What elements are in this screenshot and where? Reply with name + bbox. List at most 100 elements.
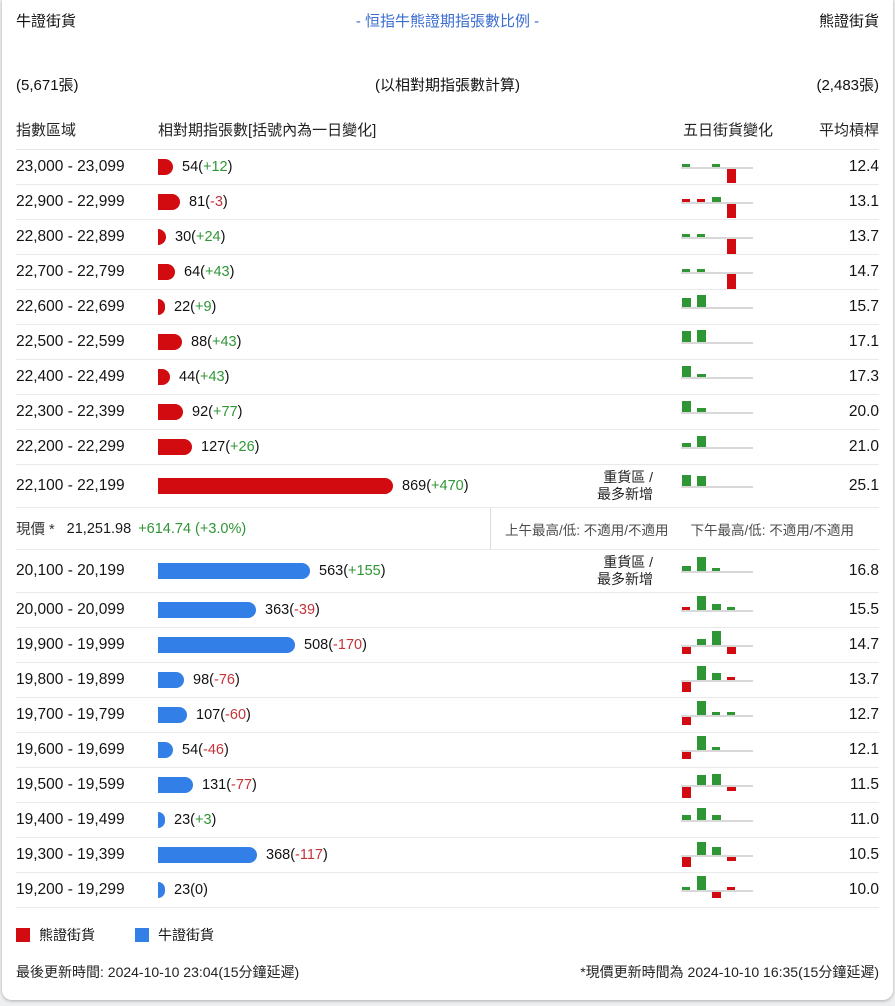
table-row: 22,400 - 22,499 44(+43) 17.3: [16, 360, 879, 395]
sparkline-mark: [682, 269, 690, 272]
col-header-avg-leverage: 平均槓桿: [818, 122, 879, 139]
bull-rows-section: 20,100 - 20,199 563(+155) 重貨區 / 最多新增 16.8 20,…: [16, 550, 879, 908]
sparkline-mark: [712, 604, 721, 610]
avg-leverage-value: 11.5: [849, 776, 879, 793]
bull-contracts-bar: [158, 563, 310, 579]
bull-contracts-bar: [158, 742, 173, 758]
summary-header: 牛證街貨 - 恒指牛熊證期指張數比例 - 熊證街貨: [16, 10, 879, 31]
sparkline-baseline: [681, 855, 753, 857]
bull-contracts-bar: [158, 847, 257, 863]
sparkline-mark: [682, 607, 690, 610]
contracts-cell: 54(+12): [158, 159, 569, 175]
sparkline-mark: [697, 808, 706, 820]
bear-contracts-bar: [158, 439, 192, 455]
bull-contracts-bar: [158, 672, 184, 688]
contracts-cell: 22(+9): [158, 299, 569, 315]
five-day-change-sparkline: [681, 803, 753, 837]
index-range-label: 19,300 - 19,399: [16, 846, 125, 863]
bull-contracts-bar: [158, 707, 187, 723]
table-row: 19,800 - 19,899 98(-76) 13.7: [16, 663, 879, 698]
index-range-label: 19,200 - 19,299: [16, 881, 125, 898]
contracts-value: 54(-46): [182, 742, 229, 758]
calc-note: (以相對期指張數計算): [375, 77, 520, 94]
sparkline-mark: [712, 892, 721, 898]
bear-contracts-bar: [158, 299, 165, 315]
index-range-label: 19,700 - 19,799: [16, 706, 125, 723]
sparkline-baseline: [681, 645, 753, 647]
table-row: 19,200 - 19,299 23(0) 10.0: [16, 873, 879, 908]
five-day-change-sparkline: [681, 360, 753, 394]
index-range-label: 22,600 - 22,699: [16, 298, 125, 315]
contracts-cell: 98(-76): [158, 672, 569, 688]
footer: 最後更新時間: 2024-10-10 23:04(15分鐘延遲) *現價更新時間…: [16, 952, 879, 996]
avg-leverage-value: 13.7: [848, 671, 879, 688]
sparkline-mark: [697, 408, 706, 412]
contracts-value: 81(-3): [189, 194, 228, 210]
sparkline-mark: [697, 295, 706, 307]
index-range-label: 22,500 - 22,599: [16, 333, 125, 350]
contracts-value: 30(+24): [175, 229, 226, 245]
sparkline-baseline: [681, 785, 753, 787]
avg-leverage-value: 17.3: [848, 368, 879, 385]
sparkline-mark: [697, 374, 706, 377]
bear-contracts-bar: [158, 478, 393, 494]
five-day-change-sparkline: [681, 733, 753, 767]
five-day-change-sparkline: [681, 185, 753, 219]
col-header-contracts: 相對期指張數[括號內為一日變化]: [158, 122, 377, 139]
sparkline-baseline: [681, 750, 753, 752]
contracts-cell: 92(+77): [158, 404, 569, 420]
current-price-row: 現價 * 21,251.98 +614.74 (+3.0%) 上午最高/低: 不…: [16, 508, 879, 550]
bull-total-contracts: (5,671張): [16, 77, 79, 94]
bear-contracts-bar: [158, 194, 180, 210]
sparkline-mark: [697, 330, 706, 342]
table-row: 22,900 - 22,999 81(-3) 13.1: [16, 185, 879, 220]
contracts-value: 22(+9): [174, 299, 217, 315]
avg-leverage-value: 12.4: [848, 158, 879, 175]
avg-leverage-value: 14.7: [848, 636, 879, 653]
sparkline-mark: [727, 712, 735, 715]
avg-leverage-value: 20.0: [848, 403, 879, 420]
sparkline-mark: [682, 298, 691, 307]
sparkline-mark: [727, 787, 736, 791]
sparkline-mark: [697, 736, 706, 750]
sparkline-baseline: [681, 715, 753, 717]
table-row: 22,200 - 22,299 127(+26) 21.0: [16, 430, 879, 465]
index-range-label: 22,400 - 22,499: [16, 368, 125, 385]
index-range-label: 20,000 - 20,099: [16, 601, 125, 618]
contracts-value: 44(+43): [179, 369, 230, 385]
table-row: 20,100 - 20,199 563(+155) 重貨區 / 最多新增 16.8: [16, 550, 879, 593]
avg-leverage-value: 15.7: [848, 298, 879, 315]
avg-leverage-value: 15.5: [848, 601, 879, 618]
table-row: 19,500 - 19,599 131(-77) 11.5: [16, 768, 879, 803]
sparkline-baseline: [681, 307, 753, 309]
sparkline-mark: [727, 204, 736, 218]
sparkline-mark: [712, 631, 721, 645]
sparkline-mark: [682, 717, 691, 725]
five-day-change-sparkline: [681, 430, 753, 464]
avg-leverage-value: 12.7: [848, 706, 879, 723]
price-update-time: *現價更新時間為 2024-10-10 16:35(15分鐘延遲): [580, 964, 879, 980]
legend: 熊證街貨 牛證街貨: [16, 918, 879, 952]
table-row: 22,600 - 22,699 22(+9) 15.7: [16, 290, 879, 325]
five-day-change-sparkline: [681, 593, 753, 627]
index-range-label: 22,100 - 22,199: [16, 477, 125, 494]
sparkline-mark: [682, 857, 691, 867]
sparkline-mark: [697, 199, 705, 202]
sparkline-mark: [697, 876, 706, 890]
sparkline-mark: [727, 239, 736, 254]
sparkline-mark: [682, 443, 691, 447]
sparkline-mark: [727, 607, 735, 610]
sparkline-mark: [682, 815, 691, 820]
contracts-cell: 869(+470): [158, 478, 569, 494]
avg-leverage-value: 13.1: [848, 193, 879, 210]
contracts-cell: 30(+24): [158, 229, 569, 245]
sparkline-baseline: [681, 167, 753, 169]
col-header-five-day-change: 五日街貨變化: [682, 122, 773, 139]
page-title: - 恒指牛熊證期指張數比例 -: [355, 13, 540, 30]
contracts-cell: 508(-170): [158, 637, 569, 653]
five-day-change-sparkline: [681, 663, 753, 697]
bull-legend-label: 牛證街貨: [158, 927, 214, 943]
contracts-value: 363(-39): [265, 602, 320, 618]
sparkline-baseline: [681, 412, 753, 414]
table-header: 指數區域 相對期指張數[括號內為一日變化] 五日街貨變化 平均槓桿: [16, 119, 879, 150]
